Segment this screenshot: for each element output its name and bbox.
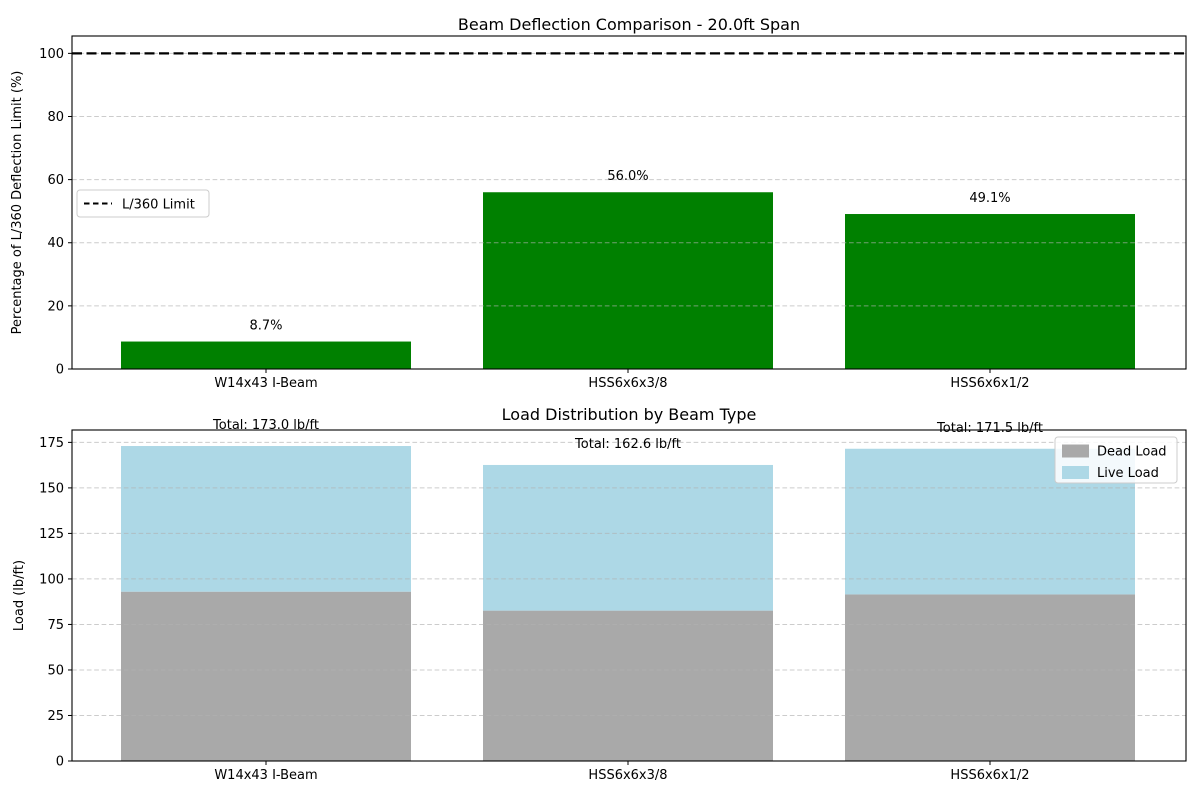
legend-label: Live Load bbox=[1097, 466, 1159, 481]
y-tick-label: 25 bbox=[47, 709, 64, 724]
deflection-chart: 0 20 40 60 80 100 W14x43 I-Beam HSS6x6x3/8 HSS6x… bbox=[10, 15, 1187, 391]
dead-load-segment-2 bbox=[483, 610, 773, 761]
x-tick-label: HSS6x6x3/8 bbox=[588, 768, 667, 783]
legend-swatch bbox=[1062, 466, 1089, 479]
y-axis-label: Load (lb/ft) bbox=[12, 560, 27, 631]
deflection-bar-1 bbox=[121, 341, 411, 369]
x-tick-label: W14x43 I-Beam bbox=[214, 768, 317, 783]
deflection-bar-2 bbox=[483, 192, 773, 369]
total-label: Total: 173.0 lb/ft bbox=[212, 418, 319, 433]
load-distribution-chart: 0 25 50 75 100 125 150 175 W14x43 I-Beam HSS6x6x3… bbox=[12, 405, 1187, 783]
y-tick-label: 100 bbox=[39, 572, 64, 587]
plot-frame bbox=[71, 429, 1187, 762]
y-tick-label: 60 bbox=[47, 173, 64, 188]
legend-label: Dead Load bbox=[1097, 445, 1167, 460]
legend-swatch bbox=[1062, 444, 1089, 458]
y-tick-label: 100 bbox=[39, 47, 64, 62]
y-axis-label: Percentage of L/360 Deflection Limit (%) bbox=[10, 71, 25, 335]
x-tick-label: HSS6x6x3/8 bbox=[588, 376, 667, 391]
y-tick-label: 75 bbox=[47, 618, 64, 633]
legend-label: L/360 Limit bbox=[122, 198, 195, 213]
total-label: Total: 162.6 lb/ft bbox=[574, 437, 681, 452]
y-tick-label: 0 bbox=[56, 363, 64, 378]
bar-value-label: 56.0% bbox=[607, 169, 648, 184]
deflection-bar-3 bbox=[845, 214, 1135, 369]
plot-frame bbox=[71, 35, 1187, 370]
x-tick-label: W14x43 I-Beam bbox=[214, 376, 317, 391]
dead-load-segment-3 bbox=[845, 594, 1135, 761]
dead-load-segment-1 bbox=[121, 591, 411, 761]
total-label: Total: 171.5 lb/ft bbox=[936, 421, 1043, 436]
x-tick-label: HSS6x6x1/2 bbox=[950, 376, 1029, 391]
legend-box bbox=[76, 189, 210, 218]
chart-title: Beam Deflection Comparison - 20.0ft Span bbox=[458, 15, 800, 34]
bar-value-label: 8.7% bbox=[249, 319, 282, 334]
y-tick-label: 175 bbox=[39, 436, 64, 451]
y-tick-label: 80 bbox=[47, 110, 64, 125]
y-tick-label: 150 bbox=[39, 481, 64, 496]
x-tick-label: HSS6x6x1/2 bbox=[950, 768, 1029, 783]
y-tick-label: 0 bbox=[56, 755, 64, 770]
live-load-segment-1 bbox=[121, 446, 411, 592]
y-tick-label: 50 bbox=[47, 663, 64, 678]
y-tick-label: 40 bbox=[47, 236, 64, 251]
live-load-segment-2 bbox=[483, 464, 773, 611]
chart-title: Load Distribution by Beam Type bbox=[502, 405, 757, 424]
bar-value-label: 49.1% bbox=[969, 191, 1010, 206]
y-tick-label: 125 bbox=[39, 527, 64, 542]
y-tick-label: 20 bbox=[47, 299, 64, 314]
